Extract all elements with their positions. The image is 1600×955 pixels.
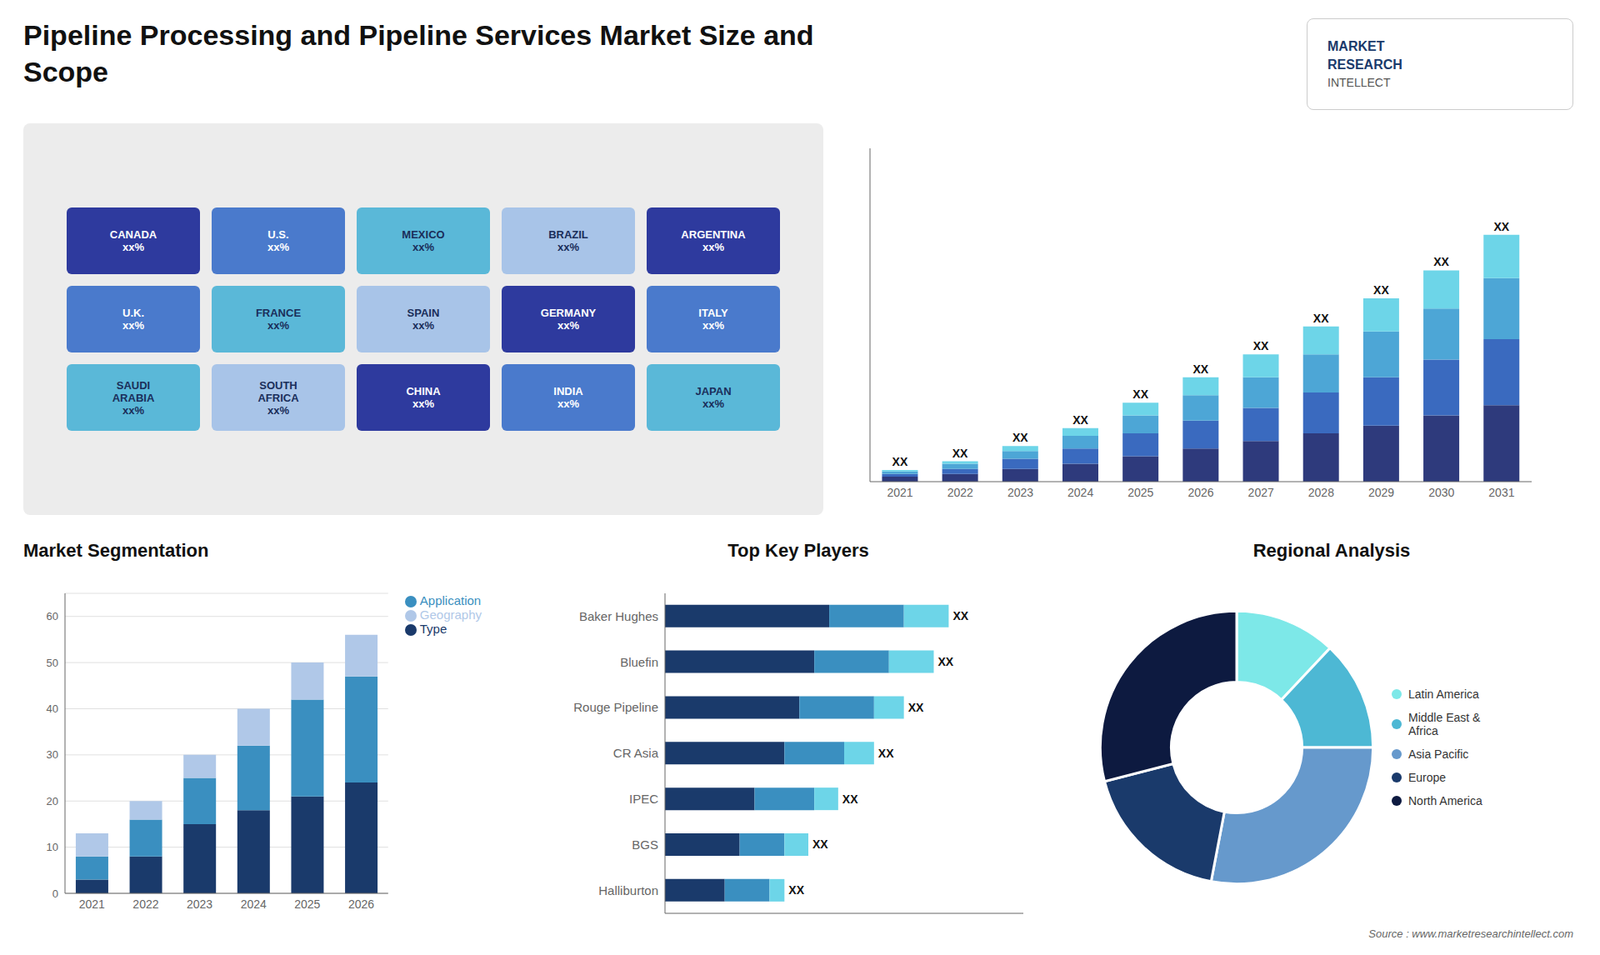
html-text:ARGENTINA xx%: ARGENTINA xx% [681,228,746,254]
svg-text:40: 40 [46,702,59,715]
svg-text:IPEC: IPEC [629,791,659,806]
html-text:Europe: Europe [1408,770,1446,785]
svg-text:2024: 2024 [1067,485,1094,500]
svg-text:Bluefin: Bluefin [620,655,659,670]
svg-text:20: 20 [46,795,59,808]
svg-text:2026: 2026 [1187,485,1214,500]
html-text:INDIA xx%: INDIA xx% [553,385,584,410]
svg-text:30: 30 [46,748,59,761]
html-text:U.S. xx%: U.S. xx% [267,228,290,254]
svg-text:XX: XX [1493,220,1510,234]
html-text:RESEARCH: RESEARCH [1327,57,1403,72]
svg-text:XX: XX [952,446,969,460]
svg-text:2025: 2025 [1127,485,1154,500]
html-text:CANADA xx%: CANADA xx% [109,228,157,254]
html-text:ITALY xx%: ITALY xx% [698,306,729,332]
svg-text:XX: XX [938,655,955,669]
html-text:SPAIN xx%: SPAIN xx% [407,306,440,332]
html-text:U.K. xx%: U.K. xx% [122,306,145,332]
svg-text:2022: 2022 [947,485,974,500]
html-text:MEXICO xx%: MEXICO xx% [401,228,445,254]
svg-text:50: 50 [46,656,59,670]
html-text:BRAZIL xx%: BRAZIL xx% [548,228,589,254]
svg-text:2022: 2022 [132,897,159,911]
svg-text:2029: 2029 [1368,485,1395,500]
svg-text:2021: 2021 [887,485,914,500]
svg-text:XX: XX [1193,362,1210,376]
svg-text:2030: 2030 [1428,485,1455,500]
html-text:MARKET: MARKET [1327,39,1385,54]
html-text:Type: Type [419,621,447,636]
svg-text:XX: XX [1313,311,1330,325]
html-text:Pipeline Processing and Pipeli: Pipeline Processing and Pipeline Service… [23,19,814,88]
svg-text:XX: XX [1373,283,1390,297]
svg-text:XX: XX [788,883,805,897]
svg-text:XX: XX [878,746,895,760]
svg-text:2024: 2024 [240,897,267,911]
html-text:INTELLECT: INTELLECT [1327,75,1391,89]
html-text:Market Segmentation: Market Segmentation [23,540,209,561]
html-text:SAUDI ARABIA xx%: SAUDI ARABIA xx% [112,378,155,417]
html-text:Asia Pacific: Asia Pacific [1408,747,1469,761]
svg-text:2023: 2023 [1007,485,1034,500]
svg-text:XX: XX [1072,413,1089,427]
html-text:Source : www.marketresearchint: Source : www.marketresearchintellect.com [1368,927,1574,940]
svg-text:XX: XX [908,700,925,715]
html-text:CHINA xx%: CHINA xx% [406,385,441,410]
html-text:Latin America: Latin America [1408,687,1479,701]
svg-text:XX: XX [952,609,969,623]
svg-text:2027: 2027 [1248,485,1275,500]
html-text:Middle East & Africa: Middle East & Africa [1408,710,1481,738]
html-text:Top Key Players: Top Key Players [727,540,869,561]
svg-text:Baker Hughes: Baker Hughes [579,609,659,624]
svg-text:2026: 2026 [348,897,375,911]
html-text:Geography: Geography [419,607,482,622]
html-text:GERMANY xx%: GERMANY xx% [540,306,596,332]
svg-text:Halliburton: Halliburton [598,883,659,898]
svg-text:Rouge Pipeline: Rouge Pipeline [573,700,659,715]
svg-text:0: 0 [52,887,59,900]
html-text:Regional Analysis: Regional Analysis [1253,540,1411,561]
svg-text:2031: 2031 [1488,485,1515,500]
svg-text:XX: XX [1012,430,1029,445]
svg-text:XX: XX [892,455,909,469]
svg-text:XX: XX [1132,387,1149,401]
svg-text:XX: XX [1433,255,1450,269]
svg-text:XX: XX [812,837,829,851]
svg-text:2023: 2023 [186,897,213,911]
html-text:North America: North America [1408,794,1483,808]
svg-text:XX: XX [1253,339,1270,353]
html-text:FRANCE xx%: FRANCE xx% [255,306,301,332]
svg-text:BGS: BGS [631,837,659,852]
svg-text:XX: XX [842,792,859,806]
svg-text:2021: 2021 [79,897,105,911]
html-text:JAPAN xx%: JAPAN xx% [695,385,732,410]
svg-text:2025: 2025 [294,897,320,911]
svg-text:CR Asia: CR Asia [613,745,660,760]
svg-text:10: 10 [46,840,59,854]
svg-text:60: 60 [46,610,59,623]
html-text:SOUTH AFRICA xx%: SOUTH AFRICA xx% [257,378,299,417]
html-text:Application: Application [419,593,481,608]
svg-text:2028: 2028 [1308,485,1335,500]
